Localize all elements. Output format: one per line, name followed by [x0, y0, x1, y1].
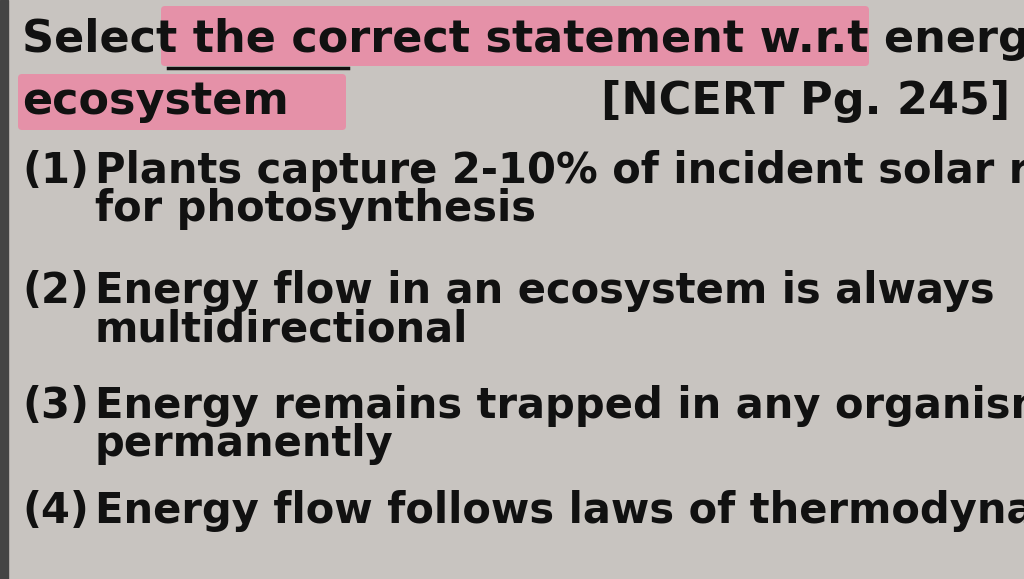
- Text: (2): (2): [22, 270, 89, 312]
- Text: (3): (3): [22, 385, 89, 427]
- Text: Energy flow follows laws of thermodynamics: Energy flow follows laws of thermodynami…: [95, 490, 1024, 532]
- FancyBboxPatch shape: [18, 74, 346, 130]
- FancyBboxPatch shape: [161, 6, 869, 66]
- Text: permanently: permanently: [95, 423, 394, 465]
- Text: Energy flow in an ecosystem is always: Energy flow in an ecosystem is always: [95, 270, 994, 312]
- Text: Energy remains trapped in any organism: Energy remains trapped in any organism: [95, 385, 1024, 427]
- Text: [NCERT Pg. 245]: [NCERT Pg. 245]: [601, 80, 1010, 123]
- Text: (4): (4): [22, 490, 89, 532]
- Text: (1): (1): [22, 150, 89, 192]
- Bar: [0, 0, 8, 579]
- Text: Select the correct statement w.r.t energy flow in an: Select the correct statement w.r.t energ…: [22, 18, 1024, 61]
- Text: Plants capture 2-10% of incident solar radiation: Plants capture 2-10% of incident solar r…: [95, 150, 1024, 192]
- Text: ecosystem: ecosystem: [22, 80, 289, 123]
- Text: multidirectional: multidirectional: [95, 308, 468, 350]
- Text: for photosynthesis: for photosynthesis: [95, 188, 536, 230]
